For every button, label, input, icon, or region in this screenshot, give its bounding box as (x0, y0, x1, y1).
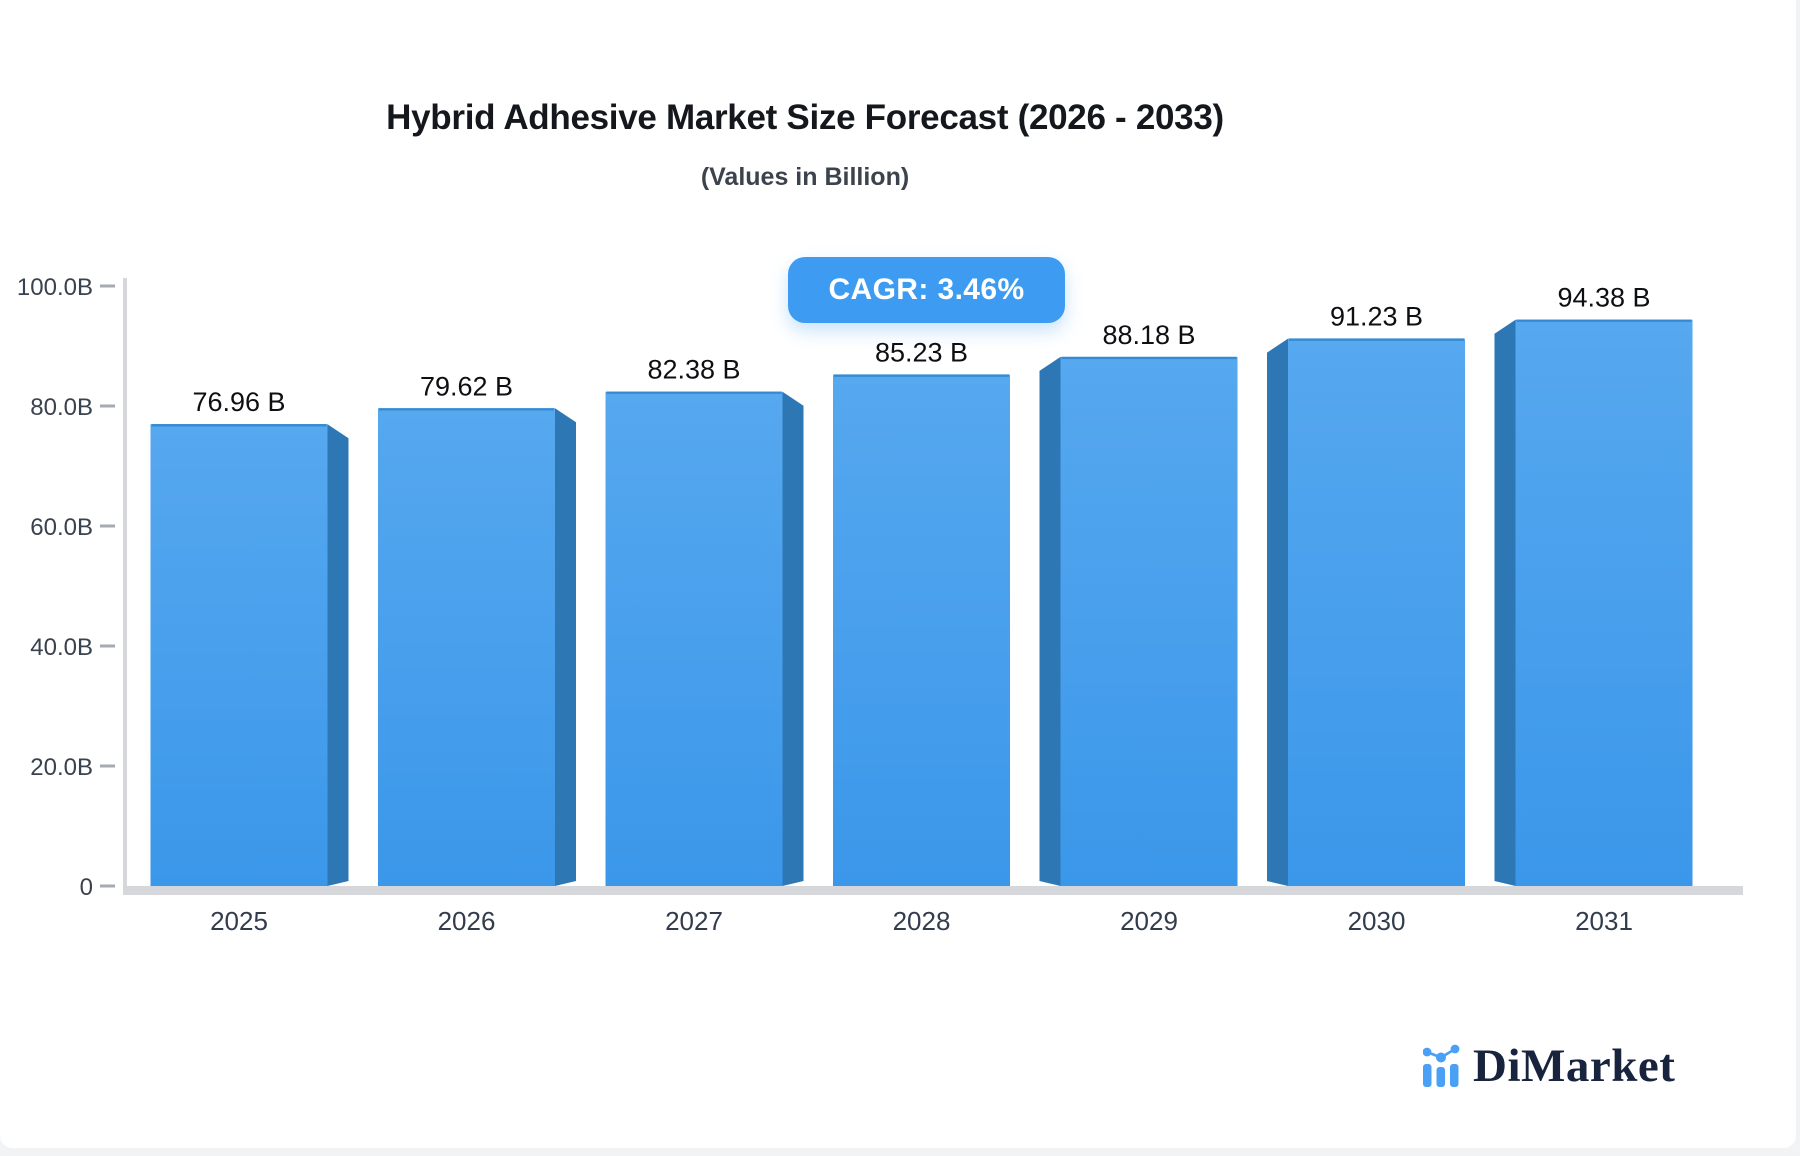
bar-group-2029: 88.18 B 2029 (1039, 320, 1238, 936)
bar-group-2026: 79.62 B 2026 (378, 371, 576, 936)
chart-subtitle: (Values in Billion) (700, 163, 910, 191)
chart-title: Hybrid Adhesive Market Size Forecast (20… (386, 98, 1224, 137)
bar-front-face (1515, 319, 1693, 887)
bar-side-face (327, 424, 349, 886)
x-axis-baseline (123, 886, 1743, 895)
y-axis-tick-label: 60.0B (30, 514, 93, 541)
bar-front-face (1288, 338, 1465, 886)
bar-front-face (378, 408, 555, 886)
bar-value-label: 79.62 B (420, 371, 513, 401)
bar-front-face (605, 391, 783, 886)
y-axis-tick-label: 80.0B (30, 394, 93, 421)
bar-value-label: 82.38 B (647, 355, 740, 385)
bar-side-face (782, 391, 804, 886)
bar-front-face (1060, 356, 1238, 886)
bar-group-2030: 91.23 B 2030 (1267, 302, 1465, 936)
bar-group-2027: 82.38 B 2027 (605, 355, 804, 936)
brand-name: DiMarket (1473, 1040, 1676, 1092)
x-axis-label-2031: 2031 (1575, 906, 1633, 936)
y-axis: 0 20.0B 40.0B 60.0B 80.0B 100.0B (17, 274, 115, 901)
bar-front-face (150, 424, 328, 886)
bar-value-label: 76.96 B (192, 387, 285, 417)
bars: 76.96 B 2025 79.62 B 2026 82.38 B 2027 85.23 B… (150, 283, 1693, 936)
x-axis-label-2029: 2029 (1120, 906, 1178, 936)
bar-group-2025: 76.96 B 2025 (150, 387, 349, 936)
x-axis-label-2027: 2027 (665, 906, 723, 936)
x-axis-label-2030: 2030 (1348, 906, 1406, 936)
mini-bar-chart-icon (1423, 1044, 1460, 1087)
bar-value-label: 85.23 B (875, 338, 968, 368)
y-axis-tick-label: 40.0B (30, 634, 93, 661)
x-axis-label-2025: 2025 (210, 906, 268, 936)
y-axis-tick-label: 20.0B (30, 754, 93, 781)
bar-value-label: 94.38 B (1557, 283, 1650, 313)
bar-side-face (1039, 356, 1061, 886)
bar-value-label: 91.23 B (1330, 302, 1423, 332)
bar-value-label: 88.18 B (1102, 320, 1195, 350)
bar-group-2028: 85.23 B 2028 (833, 338, 1010, 936)
bar-group-2031: 94.38 B 2031 (1494, 283, 1693, 936)
x-axis-label-2026: 2026 (438, 906, 496, 936)
y-axis-tick-label: 0 (80, 874, 93, 901)
x-axis-label-2028: 2028 (893, 906, 951, 936)
bar-front-face (833, 374, 1010, 886)
bar-side-face (1267, 338, 1288, 886)
cagr-badge: CAGR: 3.46% (788, 257, 1065, 323)
bar-side-face (1494, 319, 1516, 887)
bar-side-face (555, 408, 576, 886)
brand-logo: DiMarket (1423, 1038, 1675, 1094)
y-axis-tick-label: 100.0B (17, 274, 93, 301)
